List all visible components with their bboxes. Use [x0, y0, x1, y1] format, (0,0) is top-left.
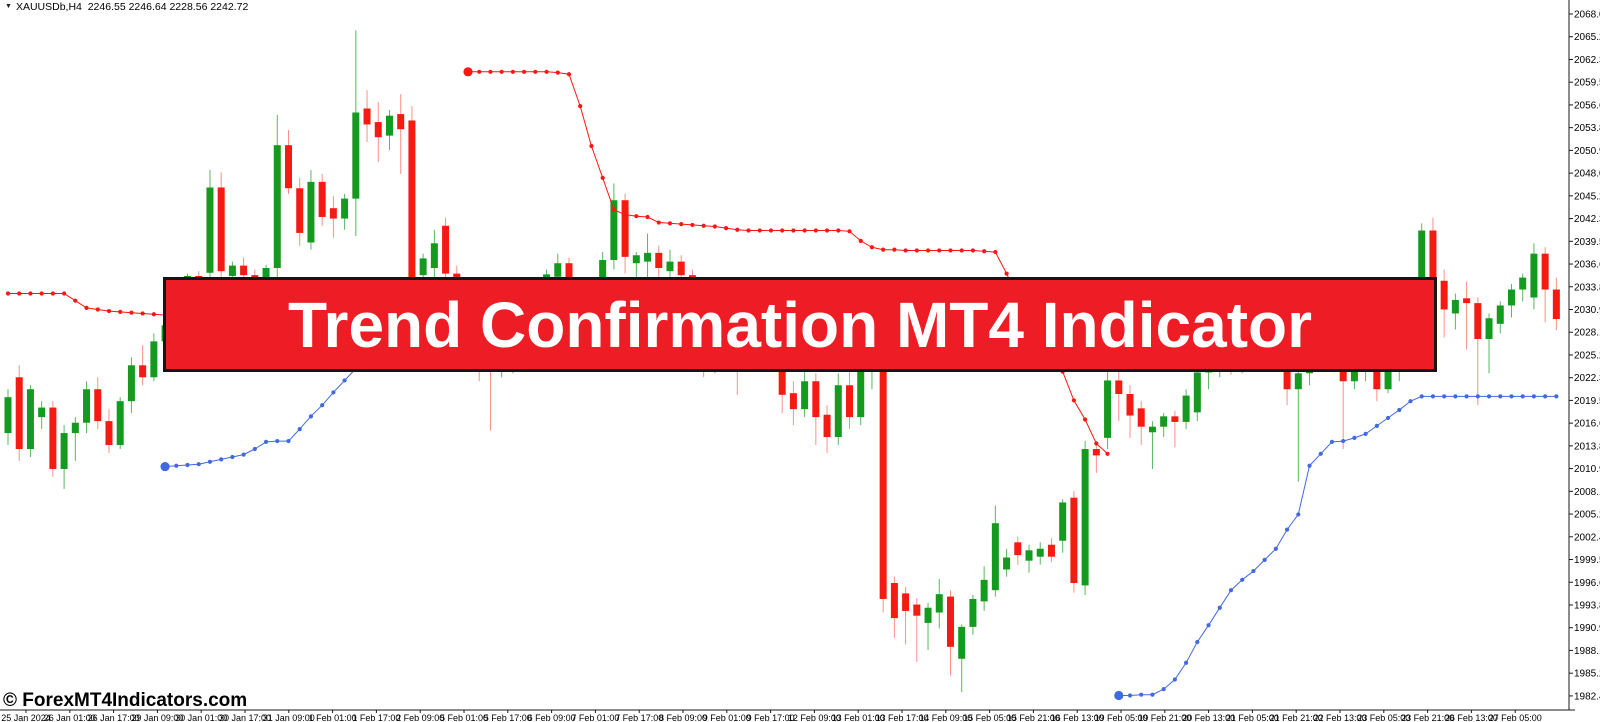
trend-down-line: [5, 67, 1110, 456]
chevron-down-icon[interactable]: ▼: [5, 3, 12, 10]
svg-text:14 Feb 09:00: 14 Feb 09:00: [919, 713, 972, 722]
svg-text:2002.40: 2002.40: [1574, 532, 1600, 543]
svg-text:26 Feb 13:00: 26 Feb 13:00: [1445, 713, 1498, 722]
svg-text:1996.65: 1996.65: [1574, 578, 1600, 589]
svg-text:23 Feb 21:00: 23 Feb 21:00: [1401, 713, 1454, 722]
watermark-text: © ForexMT4Indicators.com: [3, 690, 248, 711]
svg-text:2022.35: 2022.35: [1574, 373, 1600, 384]
symbol-quote-bar: ▼ XAUUSDb,H4 2246.55 2246.64 2228.56 224…: [5, 1, 248, 13]
svg-text:21 Feb 21:00: 21 Feb 21:00: [1270, 713, 1323, 722]
svg-text:30 Jan 01:00: 30 Jan 01:00: [175, 713, 227, 722]
svg-text:9 Feb 01:00: 9 Feb 01:00: [703, 713, 751, 722]
svg-text:1 Feb 01:00: 1 Feb 01:00: [309, 713, 357, 722]
svg-text:21 Feb 05:00: 21 Feb 05:00: [1226, 713, 1279, 722]
title-banner: Trend Confirmation MT4 Indicator: [163, 277, 1437, 372]
svg-text:26 Jan 17:00: 26 Jan 17:00: [88, 713, 140, 722]
svg-text:1988.10: 1988.10: [1574, 646, 1600, 657]
svg-text:2036.65: 2036.65: [1574, 260, 1600, 271]
svg-text:2013.80: 2013.80: [1574, 441, 1600, 452]
svg-text:2016.65: 2016.65: [1574, 419, 1600, 430]
svg-text:2065.20: 2065.20: [1574, 32, 1600, 43]
svg-text:2028.10: 2028.10: [1574, 328, 1600, 339]
svg-text:2019.50: 2019.50: [1574, 396, 1600, 407]
svg-text:1993.80: 1993.80: [1574, 600, 1600, 611]
svg-text:15 Feb 05:00: 15 Feb 05:00: [963, 713, 1016, 722]
svg-text:23 Feb 05:00: 23 Feb 05:00: [1357, 713, 1410, 722]
svg-text:5 Feb 01:00: 5 Feb 01:00: [440, 713, 488, 722]
svg-text:2033.80: 2033.80: [1574, 282, 1600, 293]
svg-text:2008.10: 2008.10: [1574, 487, 1600, 498]
svg-text:19 Feb 05:00: 19 Feb 05:00: [1094, 713, 1147, 722]
svg-text:2010.95: 2010.95: [1574, 464, 1600, 475]
symbol-quote-text: XAUUSDb,H4 2246.55 2246.64 2228.56 2242.…: [15, 1, 249, 13]
svg-text:1999.55: 1999.55: [1574, 555, 1600, 566]
svg-text:2005.25: 2005.25: [1574, 510, 1600, 521]
svg-text:6 Feb 09:00: 6 Feb 09:00: [528, 713, 576, 722]
svg-text:7 Feb 01:00: 7 Feb 01:00: [571, 713, 619, 722]
svg-text:2030.95: 2030.95: [1574, 305, 1600, 316]
svg-text:1 Feb 17:00: 1 Feb 17:00: [352, 713, 400, 722]
price-axis: 2068.05 2065.20 2062.35 2059.50 2056.65 2053.…: [1568, 0, 1600, 710]
svg-text:2025.25: 2025.25: [1574, 350, 1600, 361]
svg-text:20 Feb 13:00: 20 Feb 13:00: [1182, 713, 1235, 722]
svg-text:2048.05: 2048.05: [1574, 169, 1600, 180]
svg-text:25 Jan 2024: 25 Jan 2024: [1, 713, 51, 722]
svg-text:2045.20: 2045.20: [1574, 191, 1600, 202]
svg-text:1982.40: 1982.40: [1574, 691, 1600, 702]
svg-text:2 Feb 09:00: 2 Feb 09:00: [396, 713, 444, 722]
svg-text:2053.80: 2053.80: [1574, 123, 1600, 134]
svg-text:29 Jan 09:00: 29 Jan 09:00: [131, 713, 183, 722]
svg-text:27 Feb 05:00: 27 Feb 05:00: [1489, 713, 1542, 722]
svg-text:19 Feb 21:00: 19 Feb 21:00: [1138, 713, 1191, 722]
svg-text:2059.50: 2059.50: [1574, 78, 1600, 89]
svg-text:31 Jan 09:00: 31 Jan 09:00: [263, 713, 315, 722]
svg-text:5 Feb 17:00: 5 Feb 17:00: [484, 713, 532, 722]
svg-text:2042.35: 2042.35: [1574, 214, 1600, 225]
svg-text:2068.05: 2068.05: [1574, 10, 1600, 21]
svg-text:7 Feb 17:00: 7 Feb 17:00: [615, 713, 663, 722]
svg-text:26 Jan 01:00: 26 Jan 01:00: [44, 713, 96, 722]
svg-text:13 Feb 17:00: 13 Feb 17:00: [875, 713, 928, 722]
svg-text:9 Feb 17:00: 9 Feb 17:00: [747, 713, 795, 722]
svg-text:2050.90: 2050.90: [1574, 146, 1600, 157]
svg-text:1990.95: 1990.95: [1574, 623, 1600, 634]
svg-text:2056.65: 2056.65: [1574, 100, 1600, 111]
svg-text:22 Feb 13:00: 22 Feb 13:00: [1313, 713, 1366, 722]
svg-text:2039.50: 2039.50: [1574, 237, 1600, 248]
svg-text:8 Feb 09:00: 8 Feb 09:00: [659, 713, 707, 722]
svg-text:12 Feb 09:00: 12 Feb 09:00: [788, 713, 841, 722]
banner-title: Trend Confirmation MT4 Indicator: [287, 288, 1313, 361]
svg-text:30 Jan 17:00: 30 Jan 17:00: [219, 713, 271, 722]
svg-text:1985.25: 1985.25: [1574, 669, 1600, 680]
svg-text:13 Feb 01:00: 13 Feb 01:00: [832, 713, 885, 722]
svg-text:2062.35: 2062.35: [1574, 55, 1600, 66]
svg-text:16 Feb 13:00: 16 Feb 13:00: [1051, 713, 1104, 722]
svg-text:15 Feb 21:00: 15 Feb 21:00: [1007, 713, 1060, 722]
